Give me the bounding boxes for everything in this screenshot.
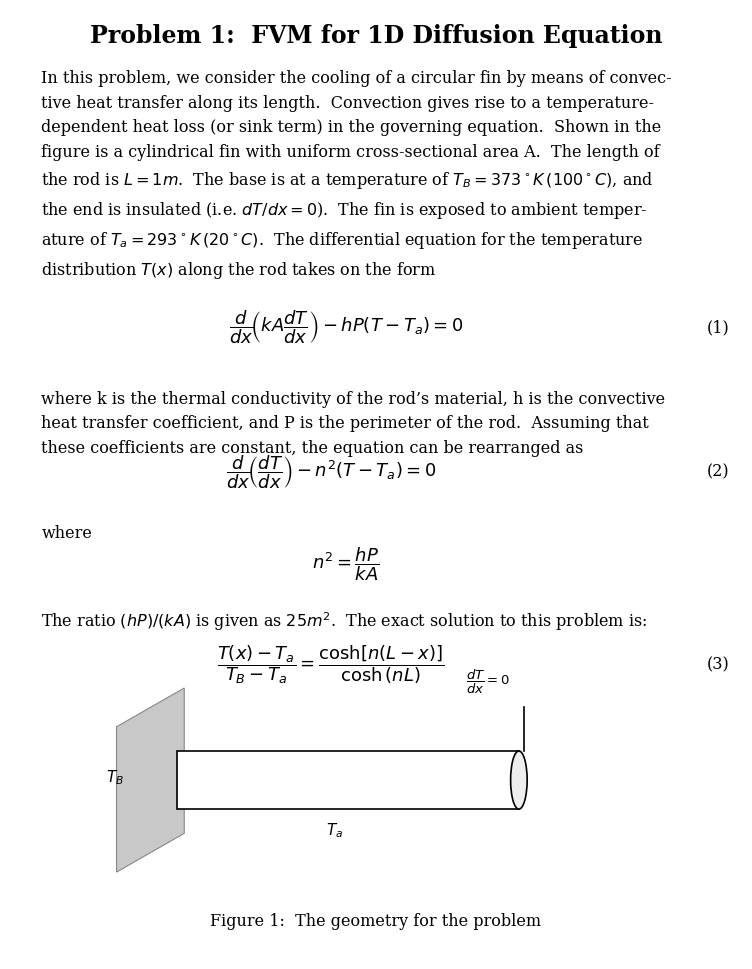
Text: $\dfrac{T(x) - T_a}{T_B - T_a} = \dfrac{\cosh\!\left[n\left(L - x\right)\right]}: $\dfrac{T(x) - T_a}{T_B - T_a} = \dfrac{… — [217, 643, 444, 686]
Text: $n^2 = \dfrac{hP}{kA}$: $n^2 = \dfrac{hP}{kA}$ — [312, 546, 380, 582]
Text: $T_a$: $T_a$ — [326, 822, 343, 840]
Polygon shape — [117, 688, 184, 872]
Text: where k is the thermal conductivity of the rod’s material, h is the convective
h: where k is the thermal conductivity of t… — [41, 391, 666, 457]
Text: Figure 1:  The geometry for the problem: Figure 1: The geometry for the problem — [211, 913, 541, 930]
Text: $T_B$: $T_B$ — [106, 768, 124, 788]
Text: (3): (3) — [707, 656, 729, 673]
Text: where: where — [41, 525, 92, 543]
Text: Problem 1:  FVM for 1D Diffusion Equation: Problem 1: FVM for 1D Diffusion Equation — [89, 24, 663, 48]
Text: $\dfrac{d}{dx}\!\left(kA\dfrac{dT}{dx}\right) - hP\left(T - T_a\right) = 0$: $\dfrac{d}{dx}\!\left(kA\dfrac{dT}{dx}\r… — [229, 309, 463, 346]
Text: In this problem, we consider the cooling of a circular fin by means of convec-
t: In this problem, we consider the cooling… — [41, 70, 672, 281]
Text: (1): (1) — [707, 319, 729, 336]
Text: $\dfrac{d}{dx}\!\left(\dfrac{dT}{dx}\right) - n^2\left(T - T_a\right) = 0$: $\dfrac{d}{dx}\!\left(\dfrac{dT}{dx}\rig… — [226, 453, 436, 490]
Text: (2): (2) — [707, 463, 729, 481]
Ellipse shape — [511, 751, 527, 809]
Text: $\dfrac{dT}{dx} = 0$: $\dfrac{dT}{dx} = 0$ — [466, 668, 510, 696]
Text: The ratio $(hP)/(kA)$ is given as $25m^2$.  The exact solution to this problem i: The ratio $(hP)/(kA)$ is given as $25m^2… — [41, 610, 647, 633]
Bar — [177, 751, 519, 809]
